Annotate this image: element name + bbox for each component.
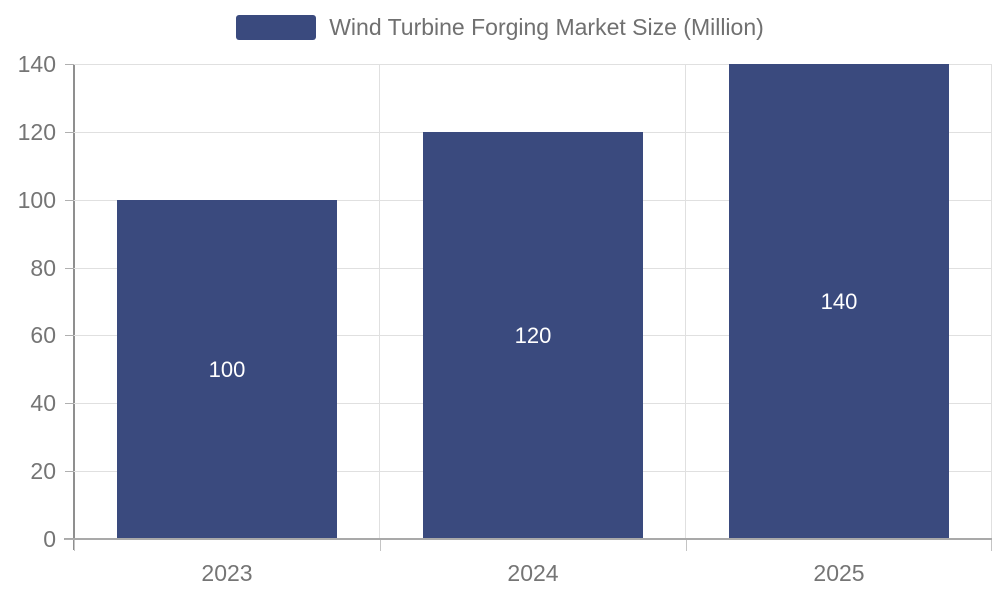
bar-2023[interactable]: 100 — [117, 200, 337, 539]
gridline-vertical — [379, 64, 380, 539]
y-axis-tick — [65, 267, 74, 269]
y-axis-tick-label: 0 — [43, 526, 56, 552]
x-axis-tick — [686, 540, 687, 551]
x-axis-line — [64, 538, 992, 540]
x-axis-tick — [380, 540, 381, 551]
bar-value-label: 140 — [820, 288, 858, 314]
y-axis-tick — [65, 471, 74, 473]
gridline-horizontal — [74, 64, 992, 65]
chart-legend[interactable]: Wind Turbine Forging Market Size (Millio… — [0, 14, 1000, 41]
y-axis-tick-label: 120 — [17, 118, 56, 145]
y-axis-tick-label: 140 — [17, 51, 56, 77]
gridline-vertical — [991, 64, 992, 539]
x-axis-tick — [74, 540, 75, 551]
y-axis-tick — [65, 335, 74, 337]
x-axis-label-2023: 2023 — [201, 560, 253, 586]
y-axis-tick — [65, 403, 74, 405]
plot-area: 100 120 140 — [74, 64, 992, 539]
y-axis-tick — [65, 131, 74, 133]
y-axis-tick-label: 20 — [30, 458, 56, 485]
bar-2024[interactable]: 120 — [423, 132, 643, 539]
y-axis-tick — [65, 64, 74, 65]
x-axis-label-2025: 2025 — [813, 560, 865, 586]
bar-value-label: 120 — [514, 322, 552, 348]
bar-value-label: 100 — [208, 356, 246, 382]
bar-2025[interactable]: 140 — [729, 64, 949, 539]
legend-swatch-icon — [236, 15, 317, 40]
y-axis-tick — [65, 199, 74, 201]
gridline-vertical — [685, 64, 686, 539]
y-axis-line — [73, 64, 75, 550]
y-axis-tick-label: 60 — [30, 322, 56, 349]
y-axis-tick-label: 100 — [17, 186, 56, 213]
y-axis-tick-label: 40 — [30, 390, 56, 417]
legend-label: Wind Turbine Forging Market Size (Millio… — [329, 14, 764, 40]
y-axis-tick-label: 80 — [30, 254, 56, 281]
x-axis-label-2024: 2024 — [507, 560, 559, 586]
x-axis-tick — [991, 540, 992, 551]
y-axis-tick — [65, 539, 74, 540]
